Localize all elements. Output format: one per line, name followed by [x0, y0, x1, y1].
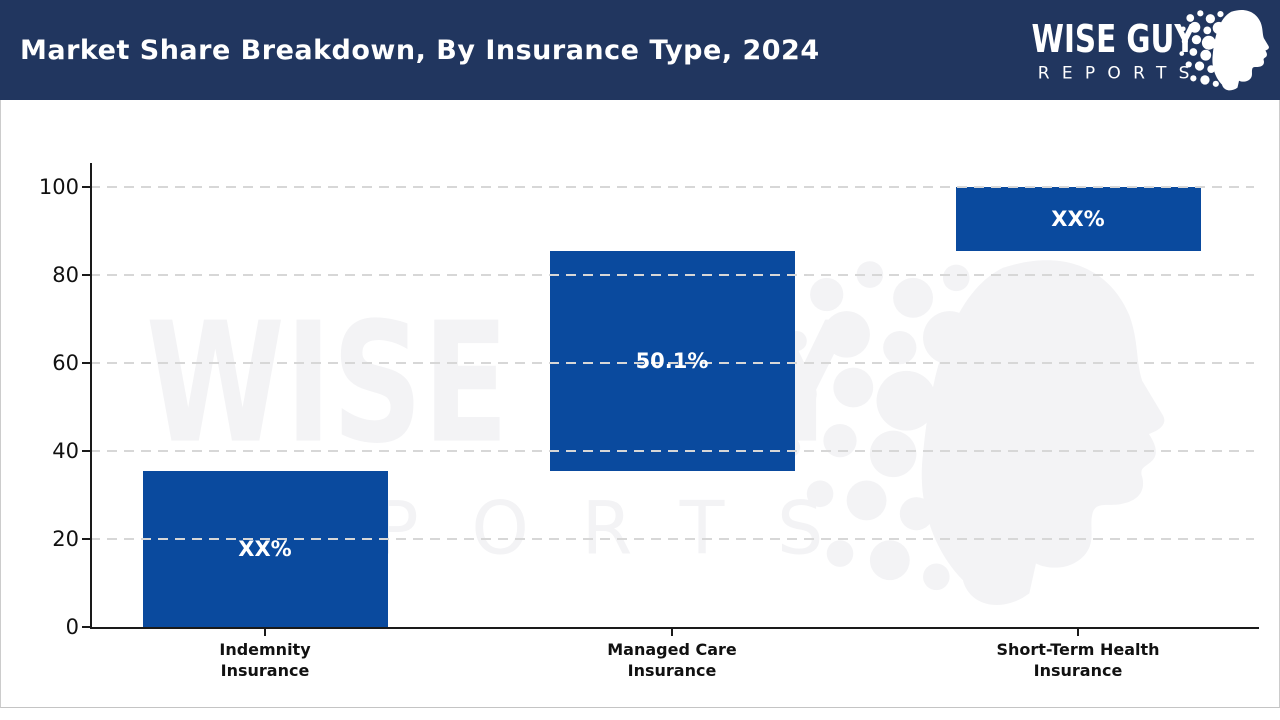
x-axis-category-line: Indemnity — [219, 640, 311, 659]
x-axis-category-line: Insurance — [627, 661, 717, 680]
y-axis-tick-mark — [82, 450, 90, 452]
x-axis-category-label: Short-Term Health Insurance — [918, 639, 1238, 681]
y-axis-tick-mark — [82, 538, 90, 540]
gridline — [90, 186, 1254, 188]
gridline — [90, 450, 1254, 452]
header-band: Market Share Breakdown, By Insurance Typ… — [0, 0, 1280, 100]
wise-guy-reports-logo — [1030, 7, 1270, 94]
y-axis-tick-label: 100 — [38, 175, 79, 199]
bar-segment — [955, 187, 1201, 251]
gridline — [90, 274, 1254, 276]
x-axis-category-line: Insurance — [1033, 661, 1123, 680]
bar-value-label: XX% — [1051, 206, 1105, 231]
x-axis-category-label: Managed Care Insurance — [512, 639, 832, 681]
bar-segment — [549, 250, 795, 472]
y-axis-tick-label: 80 — [52, 263, 79, 287]
x-axis-tick-mark — [1077, 629, 1079, 636]
y-axis-tick-label: 0 — [65, 615, 79, 639]
gridline — [90, 538, 1254, 540]
y-axis-tick-mark — [82, 274, 90, 276]
y-axis-tick-mark — [82, 186, 90, 188]
x-axis-category-line: Short-Term Health — [996, 640, 1160, 659]
x-axis-category-label: Indemnity Insurance — [105, 639, 425, 681]
bar-value-label: 50.1% — [635, 349, 709, 374]
y-axis-tick-mark — [82, 362, 90, 364]
x-axis-category-line: Managed Care — [607, 640, 737, 659]
x-axis-line — [90, 627, 1259, 629]
bar-segment — [142, 471, 388, 627]
chart-canvas: XX% 50.1% XX% 0 20 40 60 80 100 Indemnity Insuranc… — [0, 100, 1280, 708]
gridline — [90, 362, 1254, 364]
y-axis-line — [90, 163, 92, 629]
x-axis-tick-mark — [264, 629, 266, 636]
y-axis-tick-mark — [82, 626, 90, 628]
x-axis-category-line: Insurance — [220, 661, 310, 680]
bar-value-label: XX% — [238, 537, 292, 562]
y-axis-tick-label: 20 — [52, 527, 79, 551]
page-title: Market Share Breakdown, By Insurance Typ… — [20, 34, 820, 66]
x-axis-tick-mark — [671, 629, 673, 636]
y-axis-tick-label: 40 — [52, 439, 79, 463]
y-axis-tick-label: 60 — [52, 351, 79, 375]
